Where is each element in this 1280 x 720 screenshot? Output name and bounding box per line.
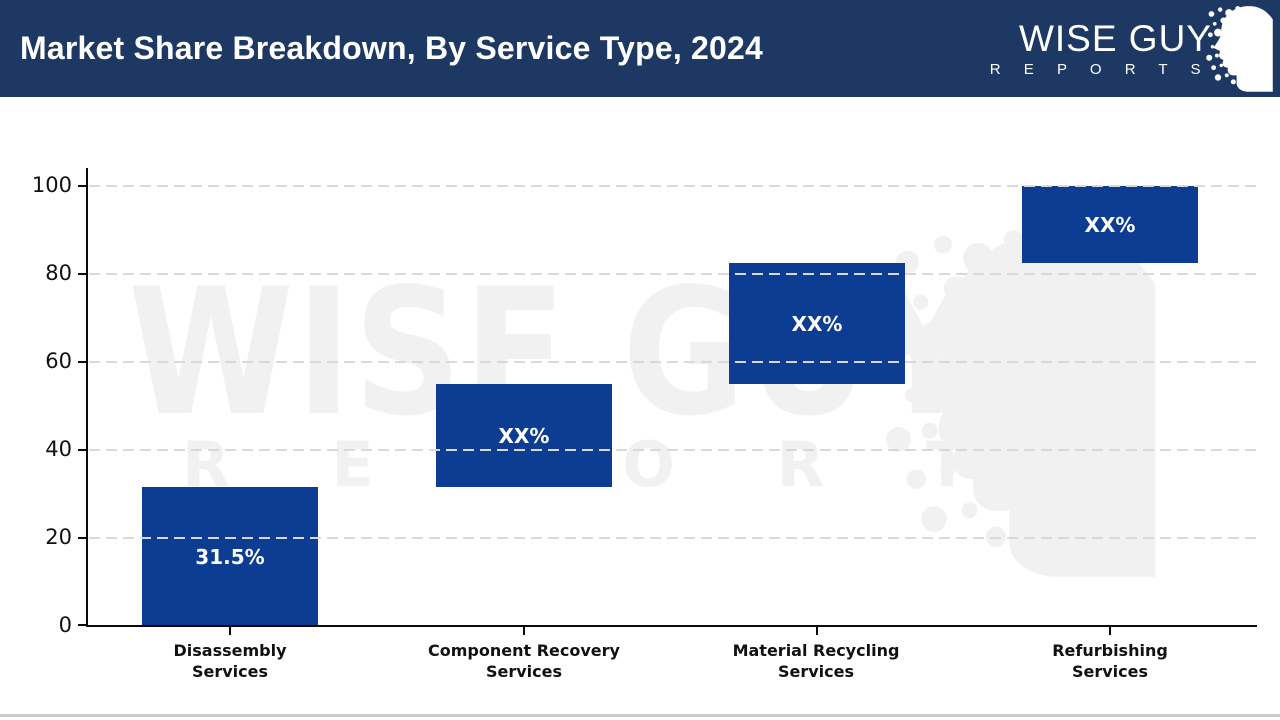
y-tick-label: 40 <box>45 437 72 461</box>
bar-value-label: XX% <box>1084 212 1136 237</box>
bar-value-label: XX% <box>498 423 550 448</box>
y-tick <box>78 273 87 275</box>
bar-refurbishing-services: XX% <box>1022 186 1198 263</box>
bar-material-recycling-services: XX% <box>729 263 905 384</box>
x-tick <box>816 627 818 635</box>
gridline-60 <box>89 361 1256 363</box>
y-tick-label: 0 <box>58 613 72 637</box>
logo-wordmark: WISE GUY <box>1018 18 1212 59</box>
x-category-label: Refurbishing Services <box>1052 641 1168 681</box>
y-tick-label: 100 <box>31 173 72 197</box>
y-tick <box>78 624 87 626</box>
bottom-divider <box>0 714 1280 717</box>
brand-logo: WISE GUY R E P O R T S <box>990 0 1280 97</box>
x-tick <box>229 627 231 635</box>
gridline-40 <box>89 449 1256 451</box>
bar-disassembly-services: 31.5% <box>142 487 318 626</box>
y-tick <box>78 537 87 539</box>
header-band: Market Share Breakdown, By Service Type,… <box>0 0 1280 97</box>
y-tick <box>78 185 87 187</box>
gridline-80 <box>89 273 1256 275</box>
bar-component-recovery-services: XX% <box>436 384 612 487</box>
y-tick <box>78 449 87 451</box>
x-tick <box>1109 627 1111 635</box>
y-tick-label: 60 <box>45 349 72 373</box>
y-axis-line <box>86 168 88 627</box>
y-tick-label: 20 <box>45 525 72 549</box>
page-title: Market Share Breakdown, By Service Type,… <box>20 30 763 66</box>
y-tick-label: 80 <box>45 261 72 285</box>
logo-subtext: R E P O R T S <box>989 61 1210 78</box>
x-category-label: Disassembly Services <box>173 641 287 681</box>
wiseguy-head-icon <box>1206 5 1273 92</box>
x-category-label: Material Recycling Services <box>732 641 900 681</box>
x-axis-line <box>86 625 1257 627</box>
y-tick <box>78 361 87 363</box>
gridline-20 <box>89 537 1256 539</box>
bar-value-label: XX% <box>791 311 843 336</box>
x-tick <box>523 627 525 635</box>
gridline-100 <box>89 185 1256 187</box>
bar-value-label: 31.5% <box>195 544 265 569</box>
x-category-label: Component Recovery Services <box>428 641 620 681</box>
